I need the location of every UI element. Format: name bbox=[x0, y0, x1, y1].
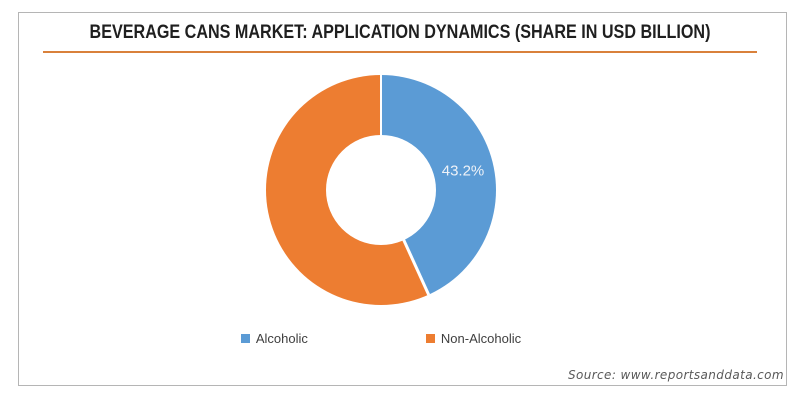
donut-chart: 43.2% bbox=[266, 75, 496, 305]
source-attribution: Source: www.reportsanddata.com bbox=[567, 368, 784, 382]
slice-label-alcoholic: 43.2% bbox=[441, 162, 485, 180]
legend-item-alcoholic[interactable]: Alcoholic bbox=[240, 331, 308, 346]
legend-label-alcoholic: Alcoholic bbox=[255, 331, 308, 346]
legend-swatch-alcoholic bbox=[240, 334, 250, 343]
donut-ring[interactable] bbox=[266, 75, 496, 305]
donut-hole bbox=[326, 135, 436, 245]
chart-frame bbox=[18, 12, 787, 386]
slice-separator bbox=[379, 75, 383, 190]
legend-item-non-alcoholic[interactable]: Non-Alcoholic bbox=[425, 331, 522, 346]
title-underline bbox=[43, 51, 757, 53]
legend: Alcoholic Non-Alcoholic bbox=[0, 331, 762, 346]
chart-title: BEVERAGE CANS MARKET: APPLICATION DYNAMI… bbox=[89, 22, 711, 43]
legend-label-non-alcoholic: Non-Alcoholic bbox=[440, 331, 522, 346]
legend-swatch-non-alcoholic bbox=[425, 334, 435, 343]
